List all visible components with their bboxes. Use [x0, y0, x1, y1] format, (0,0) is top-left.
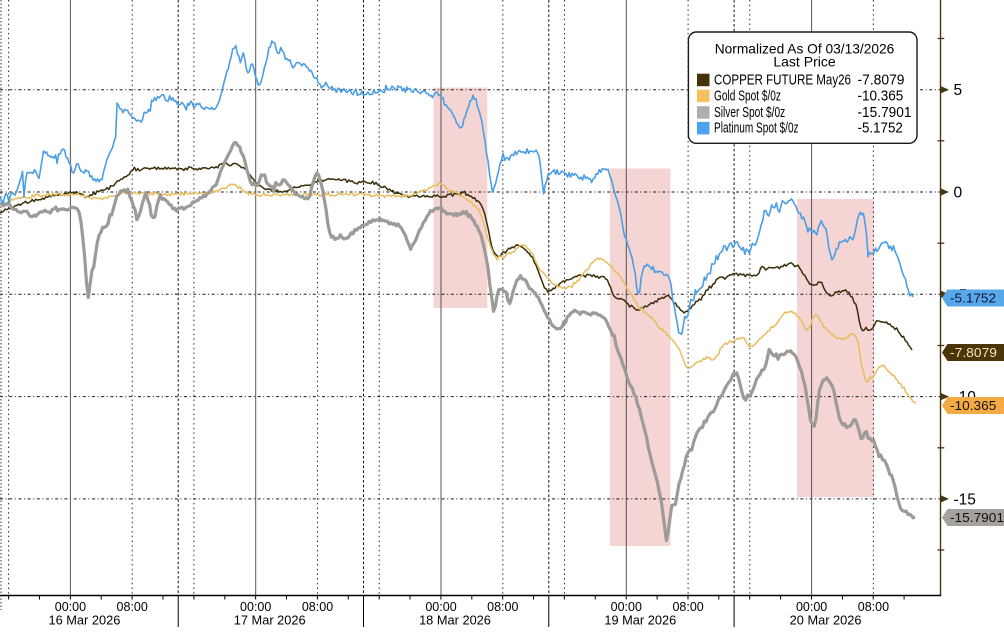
svg-text:00:00: 00:00 — [611, 600, 642, 614]
svg-text:-15.7901: -15.7901 — [950, 510, 1004, 525]
svg-text:17 Mar 2026: 17 Mar 2026 — [234, 613, 306, 628]
svg-text:COPPER FUTURE May26: COPPER FUTURE May26 — [714, 73, 851, 89]
svg-text:16 Mar 2026: 16 Mar 2026 — [48, 613, 120, 628]
svg-text:-15.7901: -15.7901 — [858, 105, 912, 121]
svg-text:-7.8079: -7.8079 — [858, 73, 905, 89]
svg-text:20 Mar 2026: 20 Mar 2026 — [790, 613, 862, 628]
svg-text:00:00: 00:00 — [796, 600, 827, 614]
svg-text:08:00: 08:00 — [302, 600, 333, 614]
svg-text:Normalized As Of 03/13/2026: Normalized As Of 03/13/2026 — [715, 41, 895, 57]
svg-text:Platinum Spot $/0z: Platinum Spot $/0z — [714, 121, 799, 137]
svg-text:-5.1752: -5.1752 — [858, 121, 903, 137]
svg-text:19 Mar 2026: 19 Mar 2026 — [604, 613, 676, 628]
svg-text:-10.365: -10.365 — [858, 89, 904, 105]
svg-text:18 Mar 2026: 18 Mar 2026 — [419, 613, 491, 628]
svg-text:5: 5 — [954, 82, 963, 99]
svg-text:-7.8079: -7.8079 — [950, 345, 997, 360]
svg-text:00:00: 00:00 — [55, 600, 86, 614]
svg-text:00:00: 00:00 — [240, 600, 271, 614]
svg-text:-15: -15 — [954, 491, 976, 508]
svg-text:08:00: 08:00 — [487, 600, 518, 614]
svg-text:-10.365: -10.365 — [950, 398, 996, 413]
svg-text:08:00: 08:00 — [858, 600, 889, 614]
svg-text:00:00: 00:00 — [425, 600, 456, 614]
svg-text:Gold Spot $/0z: Gold Spot $/0z — [714, 89, 781, 105]
svg-text:Last Price: Last Price — [773, 54, 836, 70]
svg-text:08:00: 08:00 — [117, 600, 148, 614]
svg-text:-5.1752: -5.1752 — [950, 291, 996, 306]
svg-text:Silver Spot $/0z: Silver Spot $/0z — [714, 105, 785, 121]
svg-text:0: 0 — [954, 185, 963, 202]
svg-text:08:00: 08:00 — [672, 600, 703, 614]
